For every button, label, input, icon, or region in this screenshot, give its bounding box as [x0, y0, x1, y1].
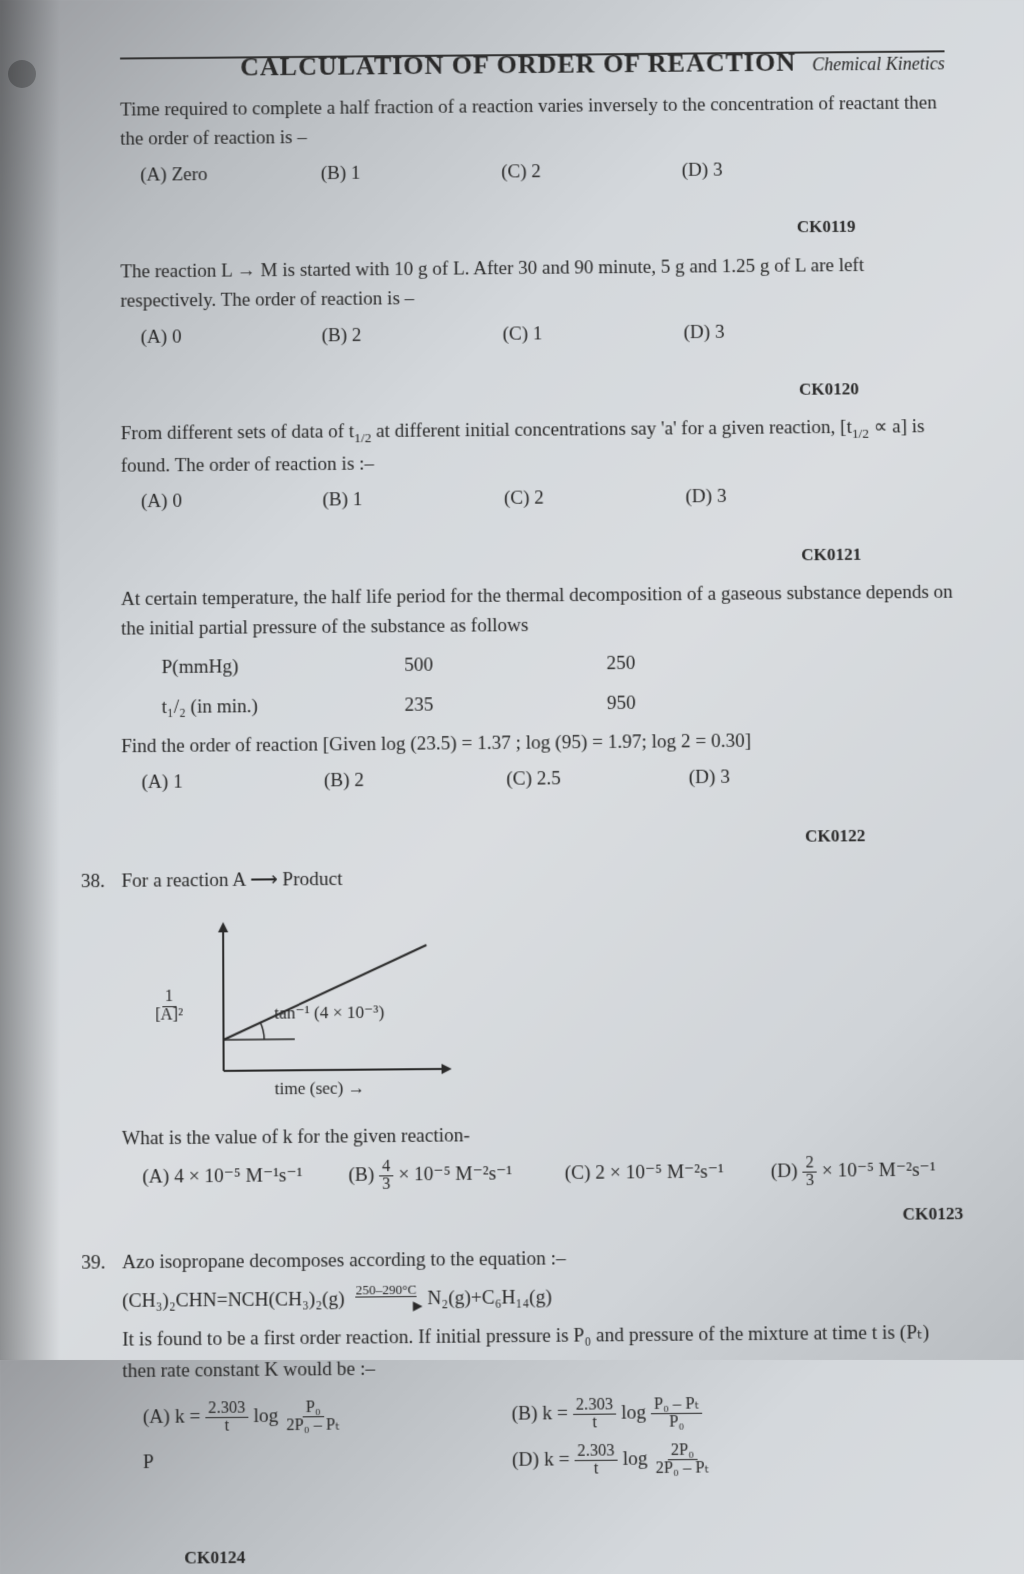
data-table: P(mmHg) 500 250 t₁/₂ (in min.) 235 950 [162, 645, 956, 722]
options-row: (A) 1 (B) 2 (C) 2.5 (D) 3 CK0122 [142, 760, 958, 855]
option-a: (A) 4 × 10⁻⁵ M⁻¹s⁻¹ [142, 1160, 326, 1192]
equation: (CH₃)₂CHN=NCH(CH₃)₂(g) 250–290°C ▸ N₂(g)… [122, 1279, 965, 1317]
question-text: Time required to complete a half fractio… [120, 88, 946, 154]
question-text-2: It is found to be a first order reaction… [122, 1318, 966, 1387]
options-row: (A) 4 × 10⁻⁵ M⁻¹s⁻¹ (B) 43 × 10⁻⁵ M⁻²s⁻¹… [142, 1153, 962, 1195]
page-content: CALCULATION OF ORDER OF REACTION Chemica… [40, 16, 1024, 1396]
option-d: (D) 3 [682, 154, 833, 185]
question-number: 39. [81, 1247, 105, 1278]
subject-label: Chemical Kinetics [812, 53, 945, 75]
question-number: 38. [81, 866, 105, 897]
question-code-row: CK0123 [122, 1198, 963, 1236]
question-text: For a reaction A ⟶ Product [121, 859, 958, 897]
question-text-2: What is the value of k for the given rea… [122, 1117, 962, 1155]
question-code: CK0122 [805, 821, 958, 849]
graph-diagram: 1[A]² tan⁻¹ (4 × 10⁻³) time (sec) → [162, 914, 468, 1103]
options-row: (A) 0 (B) 2 (C) 1 (D) 3 CK0120 [141, 315, 951, 409]
question-code: CK0124 [184, 1543, 338, 1572]
question: 39. Azo isopropane decomposes according … [122, 1240, 969, 1573]
option-d: (D) 3 [685, 481, 837, 512]
x-axis-label: time (sec) → [275, 1075, 366, 1103]
option-c: P [143, 1444, 451, 1482]
question-text: At certain temperature, the half life pe… [121, 577, 954, 644]
question: At certain temperature, the half life pe… [121, 577, 957, 856]
question: From different sets of data of t1/2 at d… [121, 412, 953, 574]
question-text: The reaction L → M is started with 10 g … [120, 250, 948, 317]
option-b: (B) 2 [322, 319, 473, 350]
option-c: (C) 2.5 [506, 763, 658, 795]
question-code: CK0121 [801, 540, 953, 568]
y-axis-label: 1[A]² [152, 989, 186, 1024]
option-c: (C) 2 [504, 482, 656, 513]
option-c: (C) 1 [502, 318, 653, 349]
options-row: (A) k = 2.303t log P₀2P₀ – Pₜ (B) k = 2.… [143, 1394, 967, 1436]
option-b: (B) k = 2.303t log P₀ – PₜP₀ [512, 1396, 703, 1433]
option-c: (C) 2 [501, 156, 652, 187]
option-a: (A) 1 [142, 766, 294, 798]
question-text: From different sets of data of t1/2 at d… [121, 412, 952, 481]
option-b: (B) 43 × 10⁻⁵ M⁻²s⁻¹ [348, 1157, 542, 1193]
option-c: (C) 2 × 10⁻⁵ M⁻²s⁻¹ [565, 1156, 749, 1188]
reaction-arrow: 250–290°C ▸ [356, 1283, 417, 1314]
angle-label: tan⁻¹ (4 × 10⁻³) [274, 999, 384, 1027]
option-b: (B) 2 [324, 765, 476, 797]
question-code: CK0120 [799, 375, 950, 403]
option-a: (A) 0 [141, 486, 292, 517]
option-d: (D) k = 2.303t log 2P₀2P₀ – Pₜ [512, 1442, 713, 1479]
page-title: CALCULATION OF ORDER OF REACTION [240, 48, 796, 83]
option-a: (A) 0 [141, 321, 292, 352]
options-row: (A) Zero (B) 1 (C) 2 (D) 3 CK0119 [140, 153, 947, 246]
options-row: (A) 0 (B) 1 (C) 2 (D) 3 CK0121 [141, 480, 953, 574]
options-row-2: P (D) k = 2.303t log 2P₀2P₀ – Pₜ CK0124 [143, 1439, 969, 1572]
question: Time required to complete a half fractio… [120, 88, 947, 247]
option-d: (D) 3 [683, 316, 834, 347]
question-text-2: Find the order of reaction [Given log (2… [121, 724, 956, 762]
option-a: (A) Zero [140, 159, 291, 190]
option-b: (B) 1 [322, 484, 473, 515]
question: The reaction L → M is started with 10 g … [120, 250, 950, 409]
question: 38. For a reaction A ⟶ Product 1[A]² tan… [121, 859, 963, 1237]
question-code: CK0119 [797, 213, 948, 241]
option-b: (B) 1 [321, 158, 472, 189]
question-text: Azo isopropane decomposes according to t… [122, 1240, 964, 1278]
option-d: (D) 23 × 10⁻⁵ M⁻²s⁻¹ [771, 1154, 936, 1190]
question-code: CK0123 [902, 1204, 963, 1224]
punch-hole [8, 60, 36, 88]
table-row: P(mmHg) 500 250 [162, 645, 955, 682]
option-d: (D) 3 [689, 761, 841, 793]
option-a: (A) k = 2.303t log P₀2P₀ – Pₜ [143, 1399, 450, 1437]
table-row: t₁/₂ (in min.) 235 950 [162, 686, 956, 723]
